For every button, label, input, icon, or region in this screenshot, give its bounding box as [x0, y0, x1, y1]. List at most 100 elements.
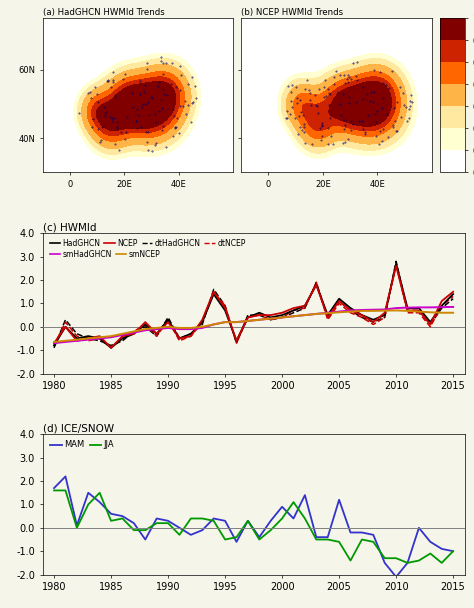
Point: [384, 132, 392, 142]
Point: [157, 95, 165, 105]
Point: [319, 131, 326, 141]
Point: [342, 120, 349, 130]
Point: [172, 122, 179, 132]
Point: [94, 97, 102, 107]
Point: [136, 89, 144, 98]
Point: [318, 118, 326, 128]
Point: [406, 101, 413, 111]
Point: [397, 112, 405, 122]
Point: [292, 83, 300, 92]
Point: [160, 58, 167, 68]
Point: [173, 82, 180, 92]
Point: [177, 71, 184, 80]
Point: [121, 134, 129, 143]
Point: [189, 97, 197, 107]
Point: [163, 90, 171, 100]
Point: [133, 116, 140, 125]
Point: [330, 79, 338, 89]
Point: [108, 116, 116, 126]
Point: [293, 98, 301, 108]
Point: [283, 106, 291, 116]
Point: [295, 111, 303, 120]
Point: [316, 123, 323, 133]
Point: [75, 108, 83, 117]
Point: [408, 97, 416, 106]
Point: [332, 66, 340, 76]
Point: [372, 131, 380, 141]
Point: [288, 80, 296, 90]
Point: [370, 65, 378, 75]
Point: [113, 117, 121, 126]
Point: [393, 126, 401, 136]
Point: [160, 89, 168, 99]
Point: [140, 87, 147, 97]
Point: [155, 106, 162, 116]
Point: [326, 88, 333, 98]
Point: [122, 128, 129, 137]
Point: [143, 64, 151, 74]
Point: [361, 130, 369, 139]
Point: [339, 138, 347, 148]
Point: [169, 104, 177, 114]
Point: [340, 124, 348, 134]
Point: [353, 75, 360, 85]
Point: [334, 88, 342, 97]
Point: [322, 91, 330, 100]
Point: [375, 139, 383, 148]
Point: [405, 112, 413, 122]
Point: [101, 111, 109, 121]
Point: [319, 121, 326, 131]
Point: [378, 103, 386, 113]
Point: [305, 85, 313, 95]
Point: [158, 125, 166, 135]
Polygon shape: [241, 29, 432, 152]
Point: [315, 85, 323, 94]
Point: [340, 115, 348, 125]
Point: [341, 78, 348, 88]
Point: [370, 87, 377, 97]
Point: [330, 72, 337, 82]
Point: [392, 126, 400, 136]
Point: [393, 98, 401, 108]
Point: [133, 104, 141, 114]
Point: [376, 126, 384, 136]
Point: [104, 75, 112, 85]
Point: [182, 109, 190, 119]
Point: [90, 114, 97, 124]
Point: [143, 58, 150, 67]
Point: [151, 109, 158, 119]
Point: [176, 102, 183, 111]
Point: [326, 89, 334, 98]
Point: [306, 95, 313, 105]
Point: [353, 57, 361, 67]
Point: [356, 116, 363, 125]
Point: [128, 88, 135, 97]
Point: [337, 70, 344, 80]
Point: [303, 75, 311, 85]
Point: [379, 78, 387, 88]
Point: [376, 67, 383, 77]
Point: [329, 139, 337, 149]
Point: [337, 99, 344, 109]
Point: [151, 140, 158, 150]
Point: [159, 69, 166, 78]
Text: (d) ICE/SNOW: (d) ICE/SNOW: [43, 424, 114, 434]
Point: [344, 70, 352, 80]
Legend: smHadGHCN, smNCEP: smHadGHCN, smNCEP: [46, 247, 164, 262]
Point: [320, 82, 328, 92]
Point: [297, 108, 305, 117]
Point: [175, 128, 183, 137]
Point: [187, 117, 194, 126]
Point: [403, 116, 410, 126]
Point: [159, 84, 167, 94]
Point: [159, 103, 166, 113]
Point: [170, 131, 177, 141]
Point: [359, 81, 367, 91]
Point: [152, 117, 160, 126]
Point: [380, 124, 387, 134]
Point: [346, 92, 353, 102]
Point: [100, 103, 107, 112]
Point: [159, 121, 167, 131]
Point: [382, 80, 390, 90]
Point: [359, 124, 366, 134]
